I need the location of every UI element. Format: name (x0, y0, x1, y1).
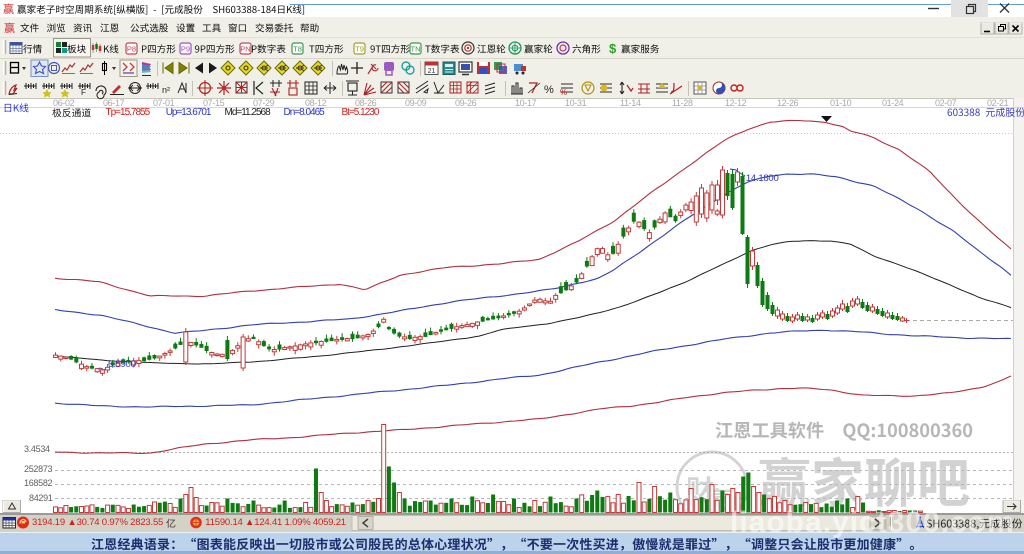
svg-text:T9: T9 (355, 45, 364, 54)
svg-text:n²: n² (162, 85, 170, 95)
svg-text:$: $ (609, 41, 617, 56)
svg-text:F: F (81, 88, 86, 97)
svg-text:PN: PN (240, 45, 250, 54)
svg-text:P9: P9 (181, 45, 190, 54)
svg-text:TN: TN (411, 45, 421, 54)
svg-text:21: 21 (428, 68, 436, 75)
svg-text:P8: P8 (127, 45, 136, 54)
svg-text:T8: T8 (293, 45, 302, 54)
svg-text:%: % (560, 88, 567, 97)
svg-text:%: % (544, 84, 554, 96)
